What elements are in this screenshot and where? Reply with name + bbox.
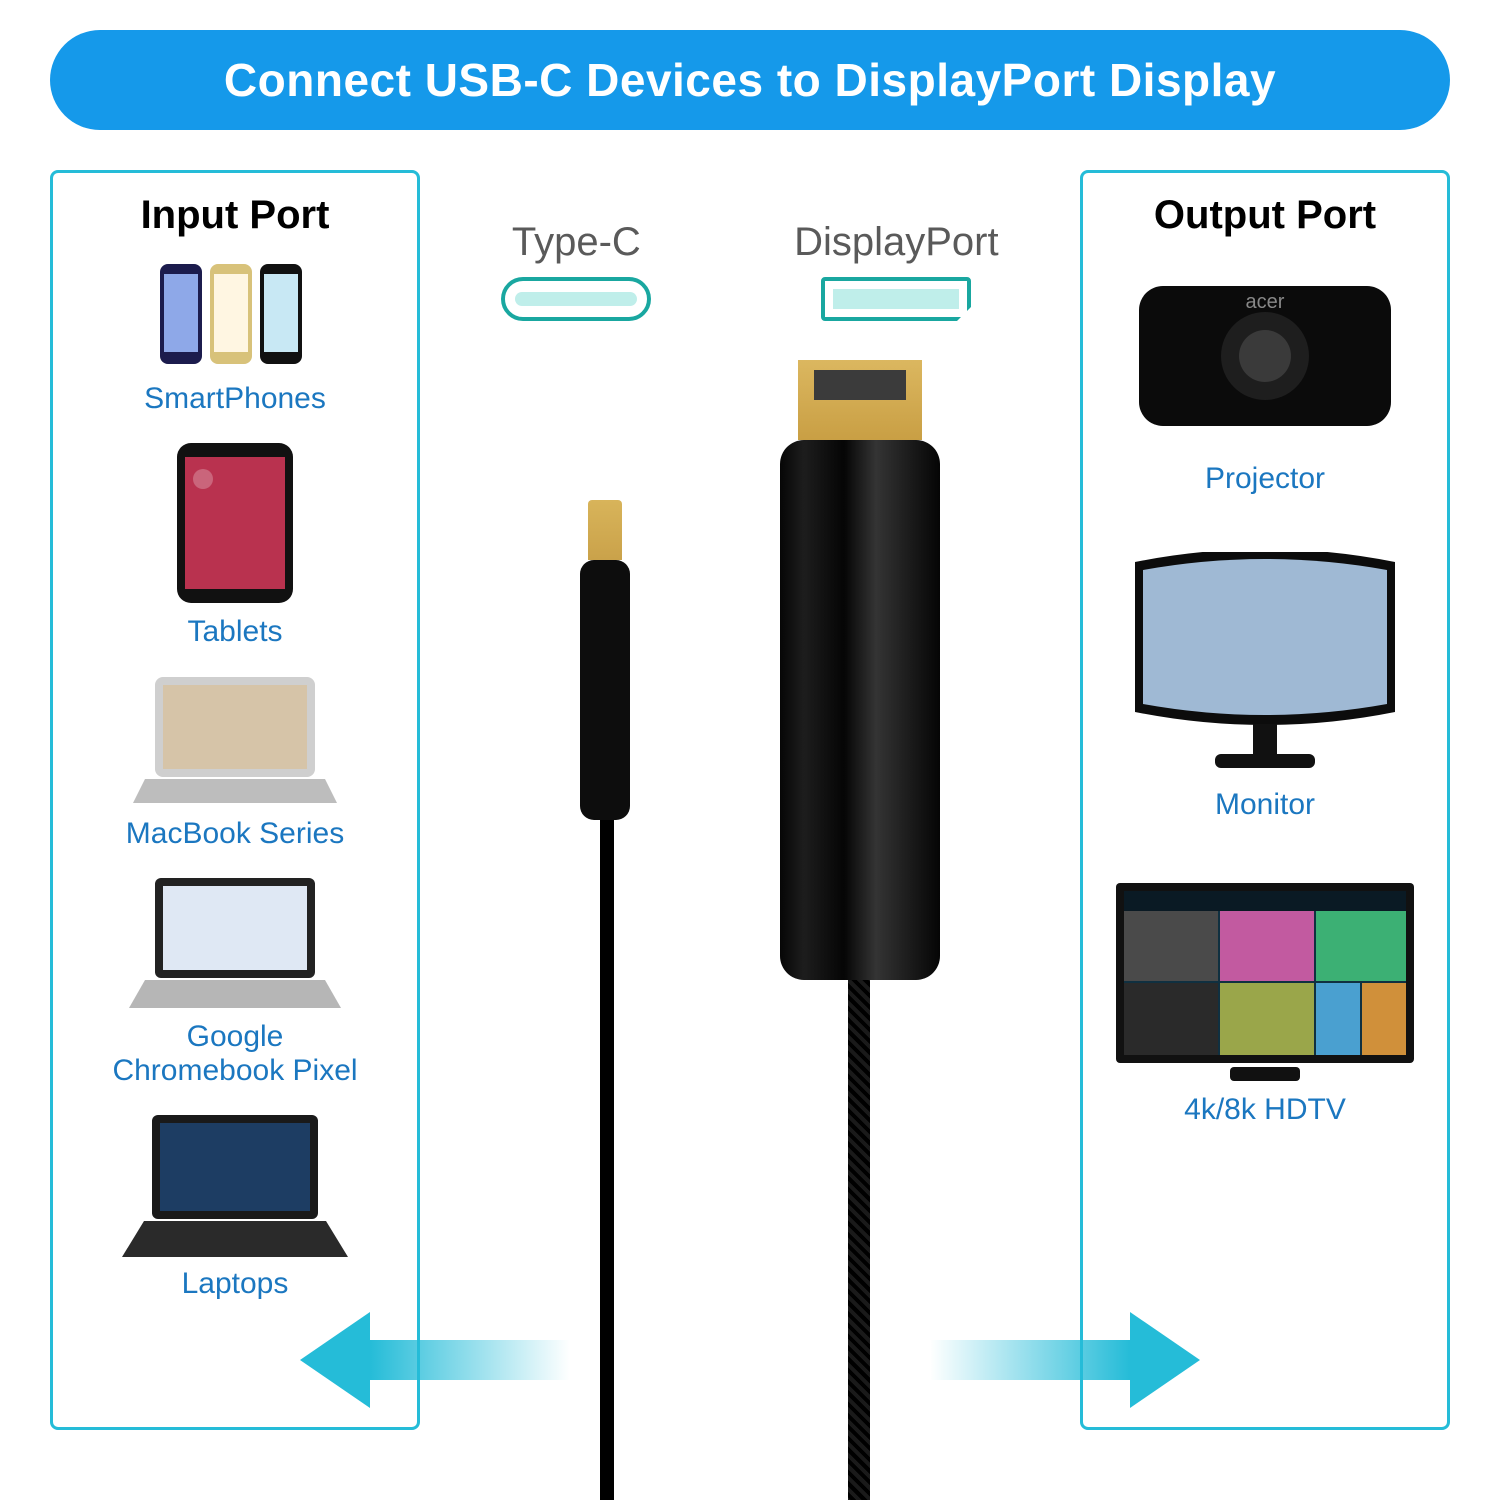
output-item-monitor: Monitor	[1115, 552, 1415, 823]
projector-icon: acer	[1125, 256, 1405, 456]
input-item-label: Laptops	[182, 1267, 289, 1302]
usb-c-plug	[580, 560, 630, 820]
usb-c-cable	[600, 820, 614, 1500]
input-item-label: Tablets	[187, 615, 282, 650]
svg-text:acer: acer	[1246, 291, 1285, 313]
arrow-left	[300, 1330, 570, 1390]
input-item-chromebook: Google Chromebook Pixel	[112, 874, 357, 1089]
displayport-text: DisplayPort	[794, 220, 999, 265]
input-item-label: Google Chromebook Pixel	[112, 1020, 357, 1089]
output-port-panel: Output Port acer Projector Monitor	[1080, 170, 1450, 1430]
input-item-laptops: Laptops	[120, 1111, 350, 1302]
hdtv-icon	[1110, 877, 1420, 1087]
output-item-hdtv: 4k/8k HDTV	[1110, 877, 1420, 1128]
arrow-right	[930, 1330, 1200, 1390]
type-c-icon	[501, 277, 651, 321]
output-port-heading: Output Port	[1093, 193, 1437, 238]
input-port-panel: Input Port SmartPhones Tablet	[50, 170, 420, 1430]
input-item-tablets: Tablets	[165, 439, 305, 650]
title-text: Connect USB-C Devices to DisplayPort Dis…	[224, 53, 1276, 107]
input-item-label: SmartPhones	[144, 382, 326, 417]
type-c-text: Type-C	[512, 220, 641, 265]
displayport-label-block: DisplayPort	[794, 220, 999, 321]
chromebook-icon	[125, 874, 345, 1014]
tablet-icon	[165, 439, 305, 609]
displayport-plug	[780, 440, 940, 980]
smartphones-icon	[150, 256, 320, 376]
displayport-cable	[848, 980, 870, 1500]
input-item-macbook: MacBook Series	[125, 671, 345, 852]
output-item-projector: acer Projector	[1125, 256, 1405, 497]
output-item-label: 4k/8k HDTV	[1184, 1093, 1346, 1128]
laptop-icon	[120, 1111, 350, 1261]
title-banner: Connect USB-C Devices to DisplayPort Dis…	[50, 30, 1450, 130]
type-c-label-block: Type-C	[501, 220, 651, 321]
connector-labels: Type-C DisplayPort	[460, 220, 1040, 321]
input-item-label: MacBook Series	[126, 817, 344, 852]
input-port-heading: Input Port	[63, 193, 407, 238]
displayport-icon	[821, 277, 971, 321]
input-item-smartphones: SmartPhones	[144, 256, 326, 417]
cable-illustration	[460, 360, 1040, 1500]
macbook-icon	[125, 671, 345, 811]
monitor-icon	[1115, 552, 1415, 782]
output-item-label: Projector	[1205, 462, 1325, 497]
output-item-label: Monitor	[1215, 788, 1315, 823]
